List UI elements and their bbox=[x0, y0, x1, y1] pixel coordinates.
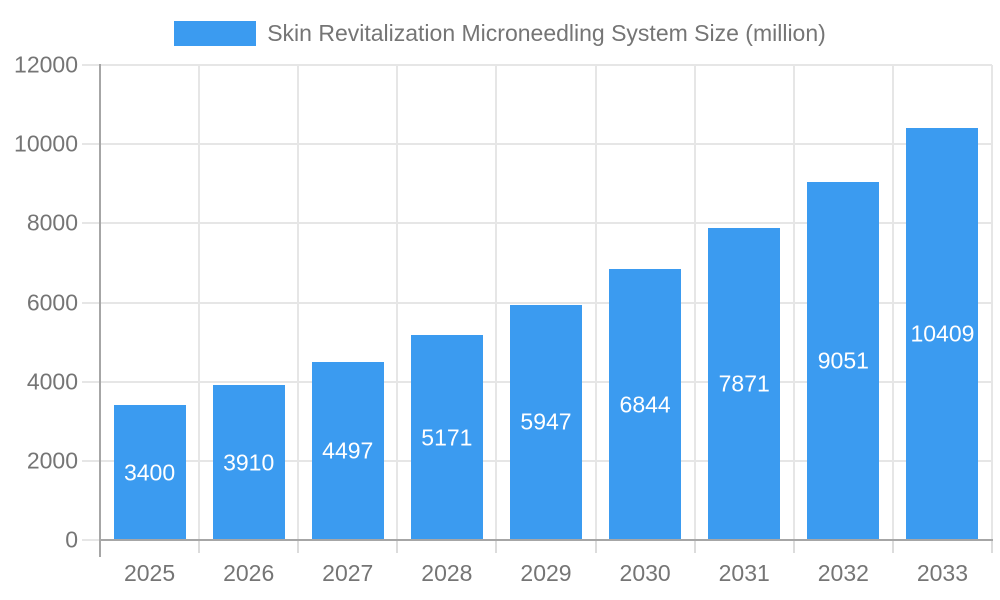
x-gridline bbox=[594, 65, 597, 540]
bar[interactable] bbox=[708, 228, 781, 540]
x-tick-mark bbox=[693, 540, 696, 553]
y-tick-mark bbox=[82, 539, 100, 541]
bar[interactable] bbox=[807, 181, 880, 540]
x-gridline bbox=[297, 65, 300, 540]
bar-value-label: 6844 bbox=[619, 391, 671, 418]
legend-label: Skin Revitalization Microneedling System… bbox=[267, 19, 826, 46]
x-tick-label: 2027 bbox=[322, 560, 374, 586]
x-tick-label: 2031 bbox=[718, 560, 770, 586]
bar-value-label: 10409 bbox=[910, 320, 975, 347]
x-tick-label: 2032 bbox=[817, 560, 869, 586]
y-tick-mark bbox=[82, 301, 100, 304]
x-gridline bbox=[396, 65, 399, 540]
y-axis-line bbox=[99, 64, 101, 557]
x-gridline bbox=[495, 65, 498, 540]
x-tick-mark bbox=[594, 540, 597, 553]
bar[interactable] bbox=[311, 361, 384, 540]
bar[interactable] bbox=[906, 127, 979, 540]
y-tick-label: 12000 bbox=[14, 51, 78, 78]
y-tick-label: 0 bbox=[65, 526, 78, 553]
y-tick-label: 6000 bbox=[26, 289, 78, 315]
x-gridline bbox=[991, 65, 993, 540]
x-tick-label: 2028 bbox=[421, 560, 473, 586]
bar-value-label: 3910 bbox=[223, 449, 275, 476]
y-tick-label: 2000 bbox=[26, 447, 78, 474]
x-axis-line bbox=[99, 539, 993, 541]
x-tick-mark bbox=[198, 540, 201, 553]
x-tick-label: 2026 bbox=[223, 560, 275, 586]
bar-value-label: 4497 bbox=[322, 437, 374, 464]
bar[interactable] bbox=[609, 269, 682, 540]
bar-value-label: 3400 bbox=[123, 459, 176, 486]
y-tick-mark bbox=[82, 64, 100, 66]
y-tick-label: 8000 bbox=[26, 209, 78, 236]
y-tick-label: 10000 bbox=[14, 130, 78, 157]
x-gridline bbox=[693, 65, 696, 540]
y-tick-mark bbox=[82, 143, 100, 146]
x-tick-mark bbox=[297, 540, 300, 553]
x-tick-label: 2033 bbox=[916, 560, 969, 586]
y-tick-mark bbox=[82, 222, 100, 225]
legend-swatch-icon bbox=[174, 20, 257, 46]
y-gridline bbox=[100, 64, 992, 66]
y-tick-mark bbox=[82, 459, 100, 462]
bar-value-label: 5171 bbox=[421, 424, 473, 451]
x-gridline bbox=[198, 65, 201, 540]
x-tick-mark bbox=[495, 540, 498, 553]
x-tick-label: 2030 bbox=[619, 560, 671, 586]
bar[interactable] bbox=[113, 405, 186, 540]
x-tick-label: 2025 bbox=[123, 560, 176, 586]
x-tick-mark bbox=[396, 540, 399, 553]
y-tick-mark bbox=[82, 380, 100, 383]
y-gridline bbox=[100, 222, 992, 225]
bar-value-label: 7871 bbox=[718, 370, 770, 397]
y-tick-label: 4000 bbox=[26, 368, 78, 395]
x-gridline bbox=[792, 65, 795, 540]
legend[interactable]: Skin Revitalization Microneedling System… bbox=[0, 18, 1000, 48]
bar[interactable] bbox=[410, 335, 483, 540]
x-tick-mark bbox=[891, 540, 894, 553]
x-gridline bbox=[891, 65, 894, 540]
x-tick-label: 2029 bbox=[520, 560, 572, 586]
x-tick-mark bbox=[792, 540, 795, 553]
bar-value-label: 9051 bbox=[817, 347, 869, 374]
y-gridline bbox=[100, 143, 992, 146]
x-tick-mark bbox=[991, 540, 993, 553]
bar-value-label: 5947 bbox=[520, 408, 572, 435]
bar[interactable] bbox=[212, 385, 285, 540]
bar[interactable] bbox=[510, 304, 582, 540]
y-gridline bbox=[100, 301, 992, 304]
